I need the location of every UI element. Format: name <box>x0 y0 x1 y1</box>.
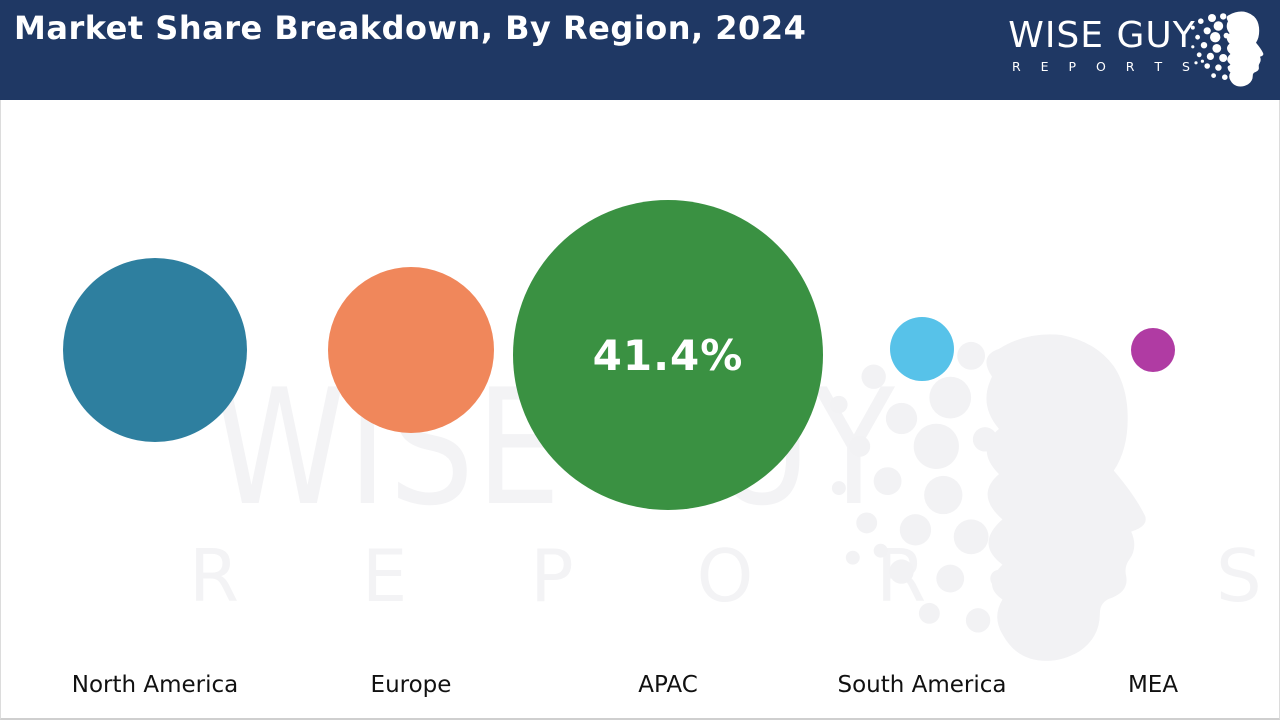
bubble-south-america <box>890 317 954 381</box>
bubble-mea <box>1131 328 1175 372</box>
category-label-south-america: South America <box>837 672 1007 698</box>
header-bar: Market Share Breakdown, By Region, 2024 … <box>0 0 1280 100</box>
category-label-mea: MEA <box>1127 672 1179 698</box>
wise-guy-logo: WISE GUY R E P O R T S <box>1006 8 1268 92</box>
category-label-apac: APAC <box>638 672 698 698</box>
bubble-apac: 41.4% <box>513 200 823 510</box>
logo-brand-subtitle: R E P O R T S <box>1011 59 1198 74</box>
bubble-chart: WISE GUY R E P O R T S 41.4% North Ameri… <box>0 100 1280 720</box>
logo-brand-name: WISE GUY <box>1008 15 1196 56</box>
category-label-north-america: North America <box>71 672 239 698</box>
logo-text: WISE GUY R E P O R T S <box>1006 15 1198 75</box>
bubble-europe <box>328 267 494 433</box>
category-label-europe: Europe <box>370 672 452 698</box>
page-title: Market Share Breakdown, By Region, 2024 <box>14 9 807 47</box>
watermark-head-icon <box>816 328 1168 676</box>
logo-head-icon <box>1188 8 1268 92</box>
bubble-north-america <box>63 258 247 442</box>
bubble-value-label: 41.4% <box>592 330 744 380</box>
